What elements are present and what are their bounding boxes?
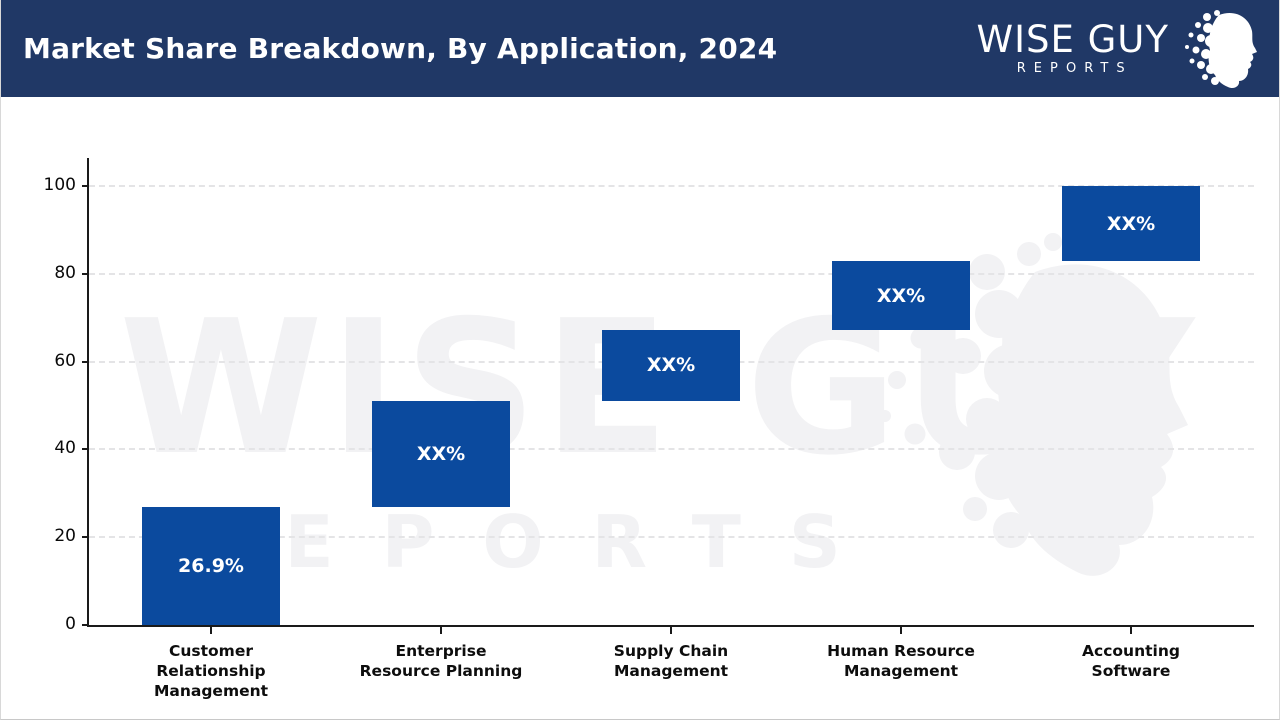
y-tick-label-20: 20 xyxy=(54,526,76,547)
wiseguy-logo-text: WISE GUY REPORTS xyxy=(977,21,1169,76)
category-label-4: Human Resource Management xyxy=(827,642,975,680)
watermark-head-icon xyxy=(879,233,1188,576)
y-tick-label-100: 100 xyxy=(43,175,76,195)
bar-segment-5: XX% xyxy=(1062,186,1200,262)
wiseguy-head-icon xyxy=(1185,9,1257,88)
bar-value-label-1: 26.9% xyxy=(178,554,244,577)
bar-segment-1: 26.9% xyxy=(142,506,280,625)
x-tick-5 xyxy=(1130,627,1132,634)
y-tick-100 xyxy=(82,185,89,187)
x-tick-1 xyxy=(210,627,212,634)
y-tick-label-60: 60 xyxy=(54,350,76,371)
page-title: Market Share Breakdown, By Application, … xyxy=(23,32,778,65)
x-tick-3 xyxy=(670,627,672,634)
y-tick-60 xyxy=(82,360,89,363)
gridline-80 xyxy=(89,272,1254,275)
x-tick-2 xyxy=(440,627,442,634)
category-label-3: Supply Chain Management xyxy=(613,642,729,680)
category-label-1: Customer Relationship Management xyxy=(153,642,269,700)
gridline-100 xyxy=(89,185,1254,187)
bar-segment-3: XX% xyxy=(602,329,740,401)
wiseguy-logo: WISE GUY REPORTS xyxy=(977,7,1259,91)
bar-segment-2: XX% xyxy=(372,400,510,507)
header-bar: Market Share Breakdown, By Application, … xyxy=(1,0,1279,97)
category-label-2: Enterprise Resource Planning xyxy=(359,642,523,680)
bar-segment-4: XX% xyxy=(832,261,970,330)
category-label-5: Accounting Software xyxy=(1082,642,1180,680)
y-tick-20 xyxy=(82,536,89,539)
y-tick-label-0: 0 xyxy=(65,614,76,634)
bar-value-label-4: XX% xyxy=(876,284,926,307)
y-tick-0 xyxy=(82,624,89,626)
x-axis-spine xyxy=(87,625,1254,627)
bar-value-label-5: XX% xyxy=(1106,212,1156,235)
wiseguy-logo-line1: WISE GUY xyxy=(976,18,1169,61)
watermark-reports-text: REPORTS xyxy=(181,500,889,584)
gridline-40 xyxy=(89,448,1254,451)
bar-value-label-3: XX% xyxy=(646,354,696,377)
bar-value-label-2: XX% xyxy=(416,442,466,465)
y-axis-spine xyxy=(87,158,89,627)
wiseguy-logo-line2: REPORTS xyxy=(1016,61,1133,76)
y-tick-40 xyxy=(82,448,89,451)
y-tick-label-80: 80 xyxy=(54,262,76,283)
x-tick-4 xyxy=(900,627,902,634)
y-tick-80 xyxy=(82,272,89,275)
y-tick-label-40: 40 xyxy=(54,438,76,459)
gridline-20 xyxy=(89,536,1254,539)
